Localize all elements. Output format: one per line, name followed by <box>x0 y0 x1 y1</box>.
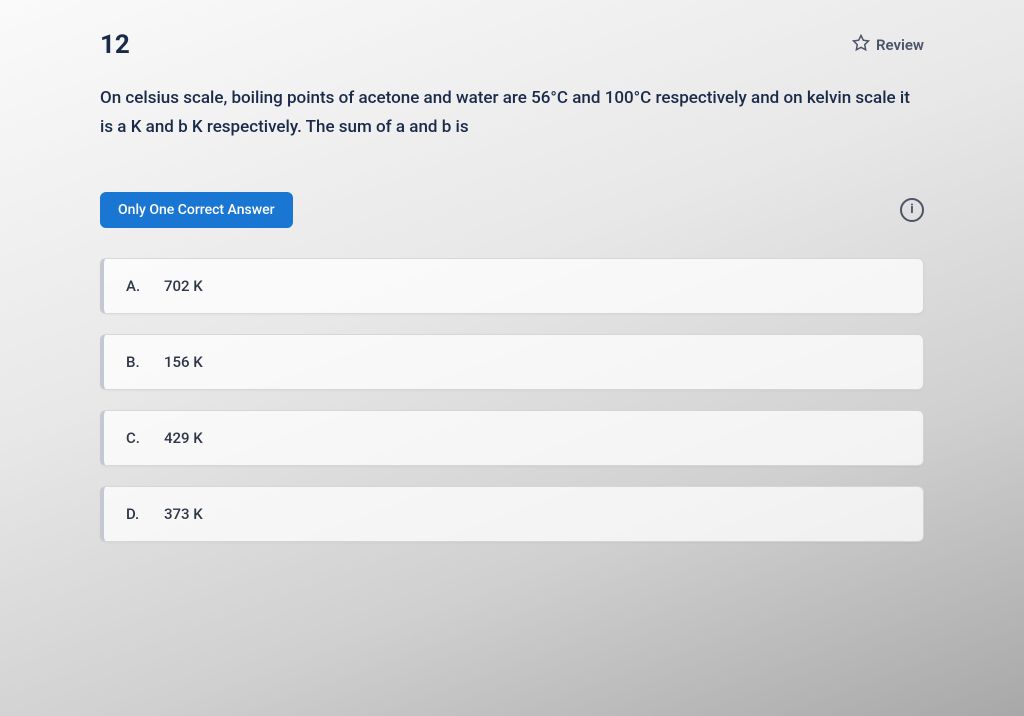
option-d[interactable]: D. 373 K <box>100 486 924 542</box>
options-list: A. 702 K B. 156 K C. 429 K D. 373 K <box>100 258 924 542</box>
option-letter: C. <box>126 429 146 447</box>
option-text: 702 K <box>164 277 203 295</box>
option-b[interactable]: B. 156 K <box>100 334 924 390</box>
review-label: Review <box>876 36 924 54</box>
info-icon[interactable]: i <box>900 198 924 222</box>
option-letter: D. <box>126 505 146 523</box>
question-header: 12 Review <box>100 30 924 60</box>
option-text: 156 K <box>164 353 203 371</box>
option-text: 429 K <box>164 429 203 447</box>
option-letter: B. <box>126 353 146 371</box>
option-c[interactable]: C. 429 K <box>100 410 924 466</box>
star-icon <box>852 34 870 56</box>
option-a[interactable]: A. 702 K <box>100 258 924 314</box>
instruction-row: Only One Correct Answer i <box>100 192 924 228</box>
instruction-badge: Only One Correct Answer <box>100 192 293 228</box>
review-button[interactable]: Review <box>852 34 924 56</box>
option-letter: A. <box>126 277 146 295</box>
option-text: 373 K <box>164 505 203 523</box>
question-text: On celsius scale, boiling points of acet… <box>100 84 924 142</box>
question-number: 12 <box>100 30 130 60</box>
